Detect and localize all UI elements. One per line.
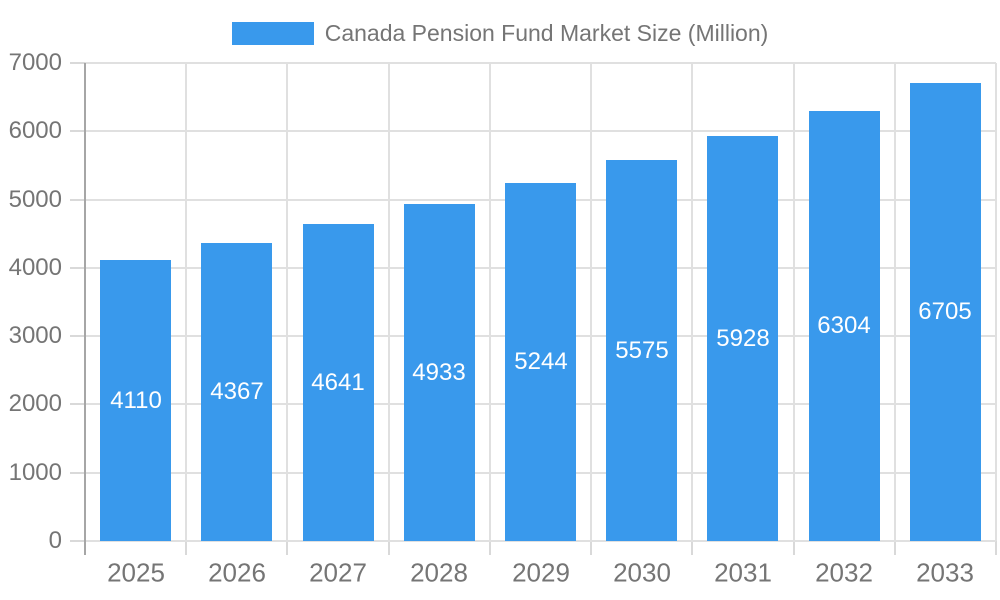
- legend-swatch: [231, 22, 314, 45]
- x-axis-tick: [894, 541, 896, 555]
- x-axis-label: 2031: [714, 557, 772, 588]
- y-axis-tick: [70, 403, 85, 405]
- bar-2025[interactable]: [100, 260, 171, 541]
- x-axis-label: 2030: [613, 557, 671, 588]
- x-axis-label: 2032: [815, 557, 873, 588]
- y-axis-label: 2000: [8, 390, 62, 417]
- x-axis-tick: [185, 541, 187, 555]
- x-axis-tick: [286, 541, 288, 555]
- gridline-vertical: [489, 63, 491, 541]
- gridline-vertical: [286, 63, 288, 541]
- bar-2032[interactable]: [809, 111, 880, 541]
- bar-value-label: 4367: [210, 378, 264, 405]
- gridline-horizontal: [85, 540, 996, 542]
- x-axis-tick: [995, 541, 997, 555]
- x-axis-label: 2026: [208, 557, 266, 588]
- y-axis-label: 0: [48, 527, 62, 554]
- chart-legend[interactable]: Canada Pension Fund Market Size (Million…: [0, 20, 1000, 47]
- bar-value-label: 6304: [817, 312, 871, 339]
- bar-value-label: 4933: [412, 359, 466, 386]
- bar-2033[interactable]: [910, 83, 981, 541]
- y-axis-label: 6000: [8, 117, 62, 144]
- x-axis-tick: [388, 541, 390, 555]
- bar-value-label: 4110: [110, 387, 162, 414]
- x-axis-label: 2033: [916, 557, 974, 588]
- y-axis-label: 5000: [8, 186, 62, 213]
- bar-2031[interactable]: [707, 136, 778, 541]
- y-axis-label: 4000: [8, 254, 62, 281]
- x-axis-tick: [489, 541, 491, 555]
- x-axis-label: 2028: [410, 557, 468, 588]
- gridline-vertical: [388, 63, 390, 541]
- y-axis-tick: [70, 335, 85, 337]
- gridline-horizontal: [85, 62, 996, 64]
- bar-value-label: 5928: [716, 325, 770, 352]
- x-axis-label: 2025: [107, 557, 165, 588]
- x-axis-tick: [691, 541, 693, 555]
- x-axis-tick: [590, 541, 592, 555]
- y-axis-label: 1000: [8, 459, 62, 486]
- y-axis-tick: [70, 130, 85, 132]
- legend-label: Canada Pension Fund Market Size (Million…: [324, 20, 769, 46]
- gridline-vertical: [793, 63, 795, 541]
- y-axis-tick: [70, 199, 85, 201]
- y-axis-tick: [70, 540, 85, 542]
- bar-value-label: 6705: [918, 298, 972, 325]
- x-axis-label: 2027: [309, 557, 367, 588]
- y-axis-label: 3000: [8, 322, 62, 349]
- gridline-vertical: [894, 63, 896, 541]
- y-axis-label: 7000: [8, 49, 62, 76]
- x-axis-tick: [793, 541, 795, 555]
- gridline-horizontal: [85, 130, 996, 132]
- bar-2030[interactable]: [606, 160, 677, 541]
- bar-2026[interactable]: [201, 243, 272, 541]
- bar-value-label: 5244: [514, 348, 568, 375]
- gridline-vertical: [995, 63, 997, 541]
- y-axis-tick: [70, 267, 85, 269]
- y-axis-line: [84, 63, 86, 555]
- bar-value-label: 5575: [615, 337, 669, 364]
- y-axis-tick: [70, 472, 85, 474]
- x-axis-label: 2029: [512, 557, 570, 588]
- gridline-vertical: [185, 63, 187, 541]
- bar-2029[interactable]: [505, 183, 576, 541]
- bar-2027[interactable]: [303, 224, 374, 541]
- y-axis-tick: [70, 62, 85, 64]
- gridline-vertical: [590, 63, 592, 541]
- bar-2028[interactable]: [404, 204, 475, 541]
- bar-value-label: 4641: [311, 369, 365, 396]
- gridline-vertical: [691, 63, 693, 541]
